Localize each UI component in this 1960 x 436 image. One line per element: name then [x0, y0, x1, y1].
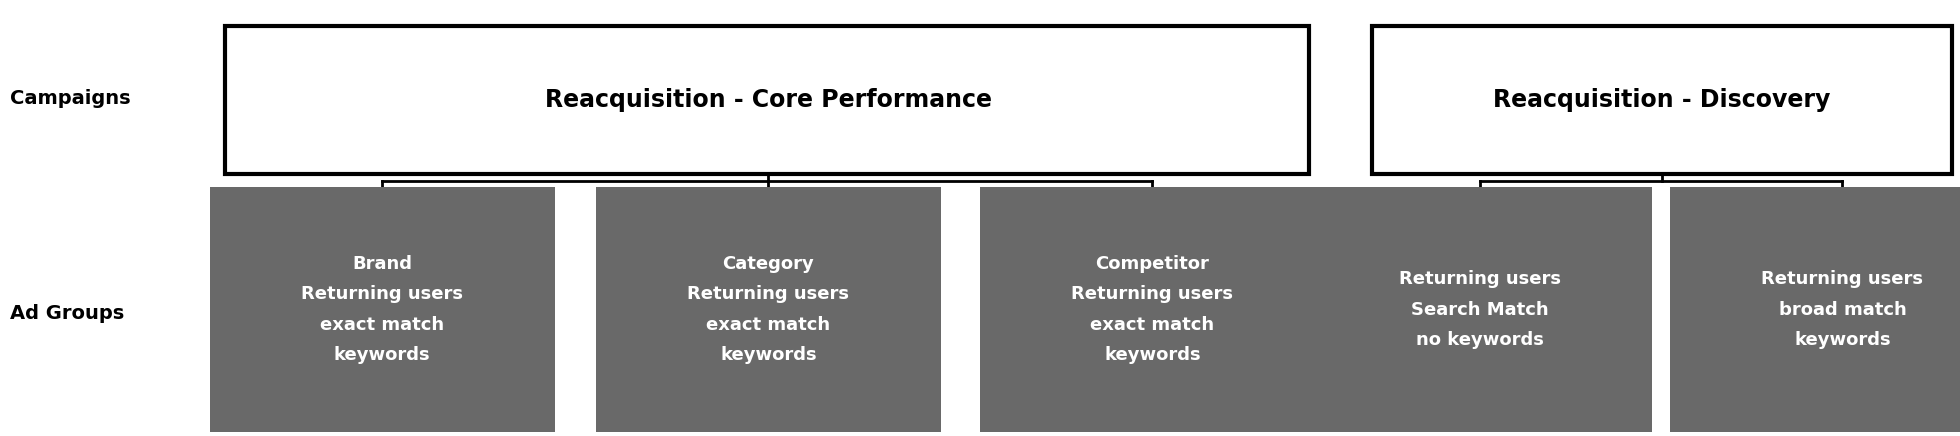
FancyBboxPatch shape: [1372, 26, 1952, 174]
FancyBboxPatch shape: [1670, 187, 1960, 432]
FancyBboxPatch shape: [980, 187, 1325, 432]
Text: Category
Returning users
exact match
keywords: Category Returning users exact match key…: [688, 255, 849, 364]
Text: Brand
Returning users
exact match
keywords: Brand Returning users exact match keywor…: [302, 255, 463, 364]
FancyBboxPatch shape: [225, 26, 1309, 174]
Text: Reacquisition - Discovery: Reacquisition - Discovery: [1494, 88, 1831, 112]
FancyBboxPatch shape: [210, 187, 555, 432]
FancyBboxPatch shape: [596, 187, 941, 432]
Text: Returning users
broad match
keywords: Returning users broad match keywords: [1762, 270, 1923, 349]
Text: Returning users
Search Match
no keywords: Returning users Search Match no keywords: [1399, 270, 1560, 349]
FancyBboxPatch shape: [1307, 187, 1652, 432]
Text: Campaigns: Campaigns: [10, 89, 131, 108]
Text: Competitor
Returning users
exact match
keywords: Competitor Returning users exact match k…: [1072, 255, 1233, 364]
Text: Reacquisition - Core Performance: Reacquisition - Core Performance: [545, 88, 992, 112]
Text: Ad Groups: Ad Groups: [10, 304, 123, 324]
